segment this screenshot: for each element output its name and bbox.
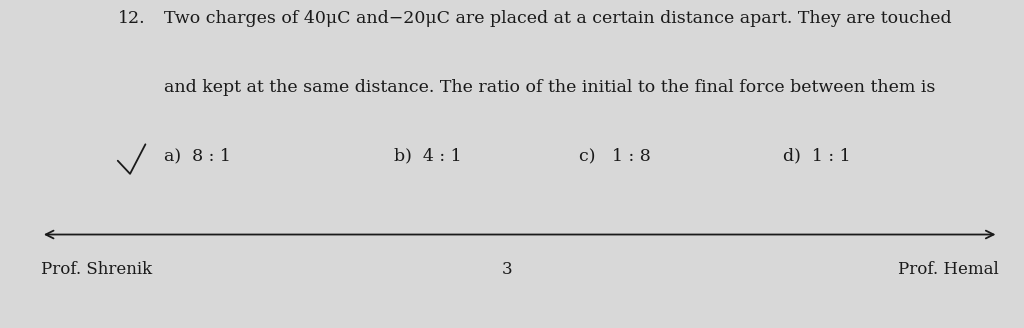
Text: c)   1 : 8: c) 1 : 8 (579, 148, 650, 165)
Text: b)  4 : 1: b) 4 : 1 (394, 148, 462, 165)
Text: Prof. Hemal: Prof. Hemal (898, 261, 998, 278)
Text: d)  1 : 1: d) 1 : 1 (783, 148, 851, 165)
Text: 3: 3 (502, 261, 512, 278)
Text: 12.: 12. (118, 10, 145, 27)
Text: a)  8 : 1: a) 8 : 1 (164, 148, 230, 165)
Text: and kept at the same distance. The ratio of the initial to the final force betwe: and kept at the same distance. The ratio… (164, 79, 935, 96)
Text: Prof. Shrenik: Prof. Shrenik (41, 261, 153, 278)
Text: Two charges of 40μC and−20μC are placed at a certain distance apart. They are to: Two charges of 40μC and−20μC are placed … (164, 10, 951, 27)
